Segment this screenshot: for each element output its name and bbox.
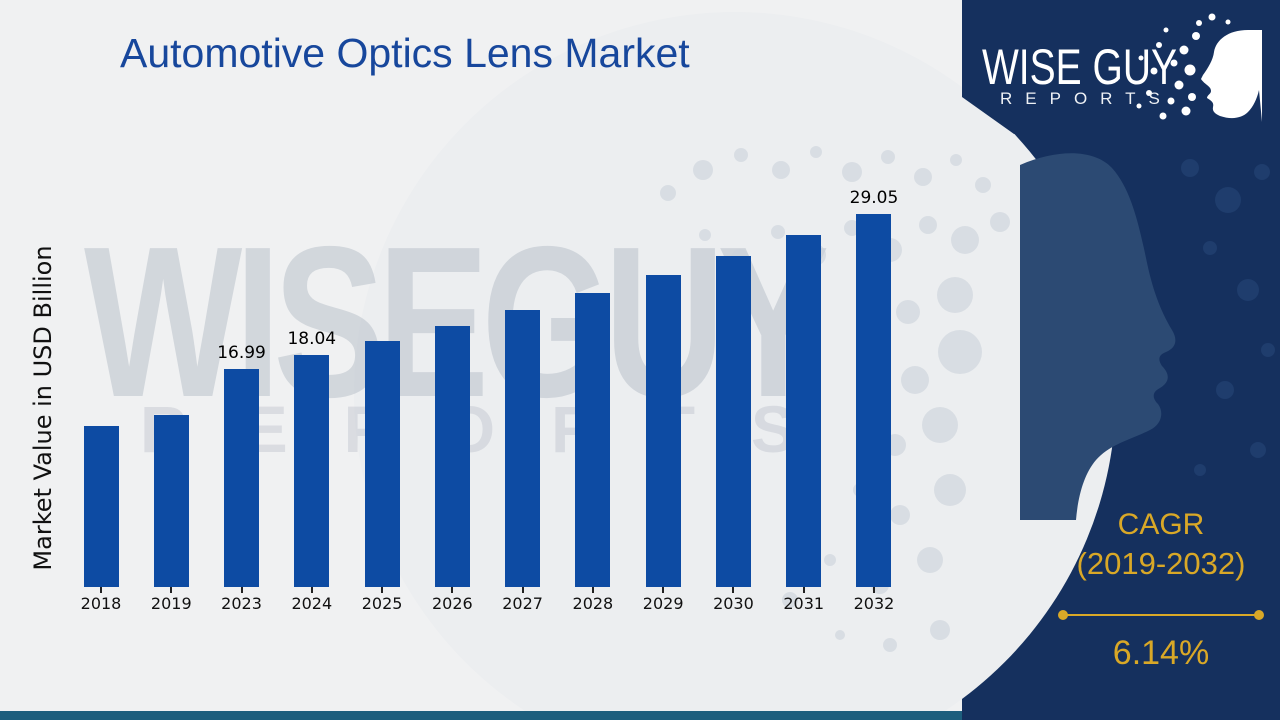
bar-2018 xyxy=(83,426,119,587)
y-axis-label: Market Value in USD Billion xyxy=(29,245,57,571)
x-tick-2024 xyxy=(310,587,313,593)
x-label-2026: 2026 xyxy=(431,594,473,613)
x-label-2019: 2019 xyxy=(150,594,192,613)
underline-right-dot xyxy=(1254,609,1264,620)
x-label-2031: 2031 xyxy=(783,594,825,613)
x-tick-2026 xyxy=(451,587,454,593)
x-label-2024: 2024 xyxy=(291,594,333,613)
x-tick-2028 xyxy=(591,587,594,593)
x-label-2027: 2027 xyxy=(502,594,543,613)
x-label-2028: 2028 xyxy=(572,594,614,613)
bar-2029 xyxy=(645,274,681,587)
x-tick-2025 xyxy=(381,587,384,593)
x-tick-2029 xyxy=(662,587,665,593)
logo-wiseguy-text: WISE GUY xyxy=(982,39,1178,95)
cagr-underline xyxy=(1058,609,1264,620)
logo-face-icon xyxy=(1136,13,1262,122)
underline-line xyxy=(1064,613,1258,616)
cagr-label: CAGR xyxy=(1117,508,1205,541)
bottom-accent-bar xyxy=(0,711,962,720)
panel-dots-decoration xyxy=(1181,159,1275,476)
bar-2019 xyxy=(153,415,189,587)
data-label-2032: 29.05 xyxy=(849,187,899,208)
x-tick-2023 xyxy=(240,587,243,593)
logo-reports-text: REPORTS xyxy=(1000,89,1173,108)
x-label-2029: 2029 xyxy=(642,594,684,613)
x-label-2025: 2025 xyxy=(361,594,403,613)
x-label-2018: 2018 xyxy=(80,594,122,613)
x-tick-2019 xyxy=(170,587,173,593)
x-label-2023: 2023 xyxy=(221,594,262,613)
bar-2031 xyxy=(786,235,822,587)
bar-2026 xyxy=(434,325,470,587)
x-tick-2031 xyxy=(802,587,805,593)
bar-2027 xyxy=(505,309,541,587)
data-label-2023: 16.99 xyxy=(217,342,266,363)
data-label-2024: 18.04 xyxy=(287,329,337,350)
x-tick-2018 xyxy=(100,587,102,593)
bar-2025 xyxy=(364,340,400,587)
cagr-block: CAGR (2019-2032) 6.14% xyxy=(1048,506,1274,673)
x-tick-2030 xyxy=(732,587,735,593)
face-silhouette-icon xyxy=(1020,153,1176,520)
x-label-2032: 2032 xyxy=(853,594,895,613)
page-title: Automotive Optics Lens Market xyxy=(120,30,690,76)
x-tick-2027 xyxy=(521,587,524,593)
cagr-range: (2019-2032) xyxy=(1076,545,1246,581)
bar-2024 xyxy=(294,355,330,587)
bar-2028 xyxy=(575,292,611,587)
bar-2023 xyxy=(224,368,260,587)
logo-block-background xyxy=(962,0,1280,134)
bar-2032 xyxy=(856,213,892,587)
x-tick-2032 xyxy=(872,587,875,593)
cagr-value: 6.14% xyxy=(1112,633,1210,672)
underline-left-dot xyxy=(1058,609,1068,620)
bar-2030 xyxy=(715,255,751,587)
x-label-2030: 2030 xyxy=(713,594,754,613)
